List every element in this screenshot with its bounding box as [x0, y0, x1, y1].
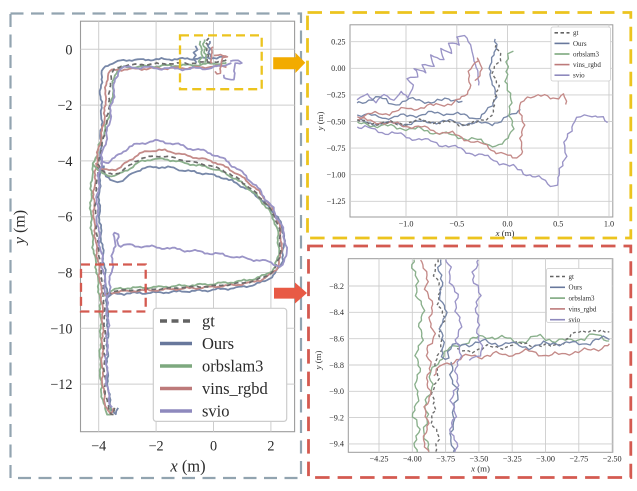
svg-text:−0.75: −0.75	[327, 144, 346, 153]
svg-text:0.25: 0.25	[331, 38, 345, 47]
svg-text:−8: −8	[57, 266, 72, 282]
svg-text:−8.4: −8.4	[329, 308, 344, 317]
svg-text:orbslam3: orbslam3	[569, 295, 596, 303]
svg-text:−8.6: −8.6	[329, 335, 344, 344]
svg-text:−12: −12	[50, 377, 72, 393]
svg-text:−0.25: −0.25	[327, 91, 346, 100]
svg-text:svio: svio	[202, 402, 230, 421]
svg-text:−9.2: −9.2	[329, 413, 344, 422]
svg-text:Ours: Ours	[569, 284, 583, 292]
svg-text:−8.2: −8.2	[329, 282, 344, 291]
svg-text:−3.50: −3.50	[469, 455, 488, 464]
svg-text:svio: svio	[569, 316, 581, 324]
svg-text:2: 2	[267, 439, 274, 455]
svg-text:−3.00: −3.00	[536, 455, 555, 464]
svg-text:−1.00: −1.00	[327, 171, 346, 180]
svg-text:−2.75: −2.75	[569, 455, 588, 464]
svg-text:gt: gt	[569, 273, 575, 281]
svg-text:vins_rgbd: vins_rgbd	[202, 379, 268, 398]
svg-text:y (m): y (m)	[313, 351, 323, 371]
svg-text:−4: −4	[91, 439, 106, 455]
svg-text:−2: −2	[57, 98, 72, 114]
svg-text:1.0: 1.0	[604, 220, 614, 229]
svg-text:−10: −10	[50, 321, 72, 337]
svg-text:0.0: 0.0	[502, 220, 512, 229]
svg-text:x (m): x (m)	[169, 457, 205, 476]
svg-text:−3.25: −3.25	[503, 455, 522, 464]
svg-text:−0.5: −0.5	[449, 220, 464, 229]
svg-text:gt: gt	[202, 312, 215, 331]
svg-text:0.00: 0.00	[331, 64, 345, 73]
svg-text:Ours: Ours	[573, 40, 587, 48]
svg-text:0: 0	[65, 42, 72, 58]
svg-text:−0.50: −0.50	[327, 117, 346, 126]
svg-text:vins_rgbd: vins_rgbd	[569, 305, 597, 313]
svg-text:−2.50: −2.50	[603, 455, 622, 464]
svg-text:−3.75: −3.75	[436, 455, 455, 464]
svg-text:0.5: 0.5	[553, 220, 563, 229]
svg-text:−9.4: −9.4	[329, 440, 344, 449]
svg-text:−9.0: −9.0	[329, 387, 344, 396]
svg-text:−1.25: −1.25	[327, 197, 346, 206]
svg-text:−4: −4	[57, 154, 72, 170]
svg-text:−2: −2	[149, 439, 164, 455]
svg-text:x (m): x (m)	[495, 228, 515, 238]
svg-text:−6: −6	[57, 210, 72, 226]
svg-text:0: 0	[210, 439, 217, 455]
svg-text:−1.0: −1.0	[399, 220, 414, 229]
svg-text:orbslam3: orbslam3	[573, 50, 600, 58]
svg-text:Ours: Ours	[202, 334, 234, 353]
svg-text:x (m): x (m)	[470, 464, 490, 474]
svg-text:y (m): y (m)	[12, 210, 29, 246]
svg-text:−4.25: −4.25	[370, 455, 389, 464]
svg-text:vins_rgbd: vins_rgbd	[573, 61, 601, 69]
svg-text:y (m): y (m)	[315, 112, 325, 132]
svg-text:−8.8: −8.8	[329, 361, 344, 370]
svg-text:gt: gt	[573, 29, 579, 37]
svg-text:orbslam3: orbslam3	[202, 357, 263, 376]
svg-text:svio: svio	[573, 72, 585, 80]
svg-text:−4.00: −4.00	[403, 455, 422, 464]
